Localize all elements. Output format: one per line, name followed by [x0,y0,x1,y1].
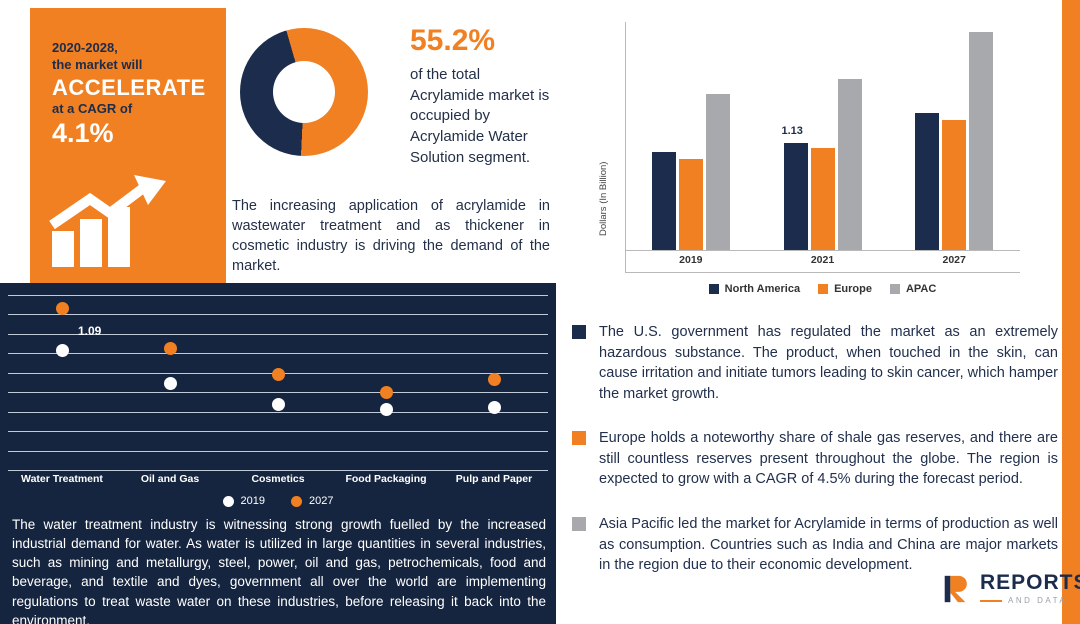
dot-plot-gridline [8,295,548,296]
dot-plot-gridline [8,470,548,471]
legend-swatch-north-america-icon [708,284,719,294]
dot-2019-cosmetics [271,397,285,411]
bullet-text-apac: Asia Pacific led the market for Acrylami… [599,516,1058,574]
bar-north-america-2021 [783,142,808,250]
growth-arrow-icon [49,175,166,267]
category-oil-and-gas: Oil and Gas [140,473,200,485]
dot-plot-gridline [8,450,548,452]
legend-label-europe: Europe [834,283,872,295]
logo-accent-line [980,599,1002,602]
category-food-packaging: Food Packaging [345,473,427,485]
water-treatment-paragraph: The water treatment industry is witnessi… [12,517,546,624]
category-cosmetics: Cosmetics [251,473,305,485]
legend-label-2019: 2019 [240,495,265,507]
bar-north-america-2027 [915,113,940,250]
dot-plot-category-labels: Water Treatment Oil and Gas Cosmetics Fo… [8,473,548,485]
segment-share-caption: of the total Acrylamide market is occupi… [410,66,550,166]
legend-swatch-europe-icon [818,284,829,294]
cagr-promo-panel: 2020-2028, the market will ACCELERATE at… [30,8,226,283]
dot-plot-gridline [8,392,548,394]
logo-brand-text: REPORTS [980,571,1080,594]
bar-chart-value-label: 1.13 [781,124,803,137]
bullet-text-north-america: The U.S. government has regulated the ma… [599,324,1058,402]
dot-plot-gridline [8,431,548,433]
bar-chart-category-labels: 2019 2021 2027 [625,254,1020,266]
donut-text-block: 55.2% of the total Acrylamide market is … [410,24,550,168]
regional-analysis-panel: Dollars (In Billion) 1.13 2019 2021 2027… [560,0,1080,624]
bar-chart-x-axis-line [625,272,1020,273]
dot-plot-gridline [8,353,548,355]
logo-sub-text: AND DATA [1008,596,1068,605]
bullet-square-gray-icon [572,517,586,532]
promo-accelerate: ACCELERATE [52,74,206,100]
bar-chart-area: 1.13 [625,22,1020,251]
dot-2019-oil-and-gas [163,377,177,391]
bar-apac-2021 [837,79,862,250]
legend-label-apac: APAC [905,283,937,295]
right-accent-bar [1062,0,1080,624]
category-water-treatment: Water Treatment [21,473,103,485]
promo-cagr-value: 4.1% [52,118,114,149]
dot-2027-oil-and-gas [163,342,177,356]
regional-insights-list: The U.S. government has regulated the ma… [572,322,1058,576]
dot-plot-legend: 2019 2027 [0,495,556,507]
dot-2027-water-treatment [55,301,69,315]
market-driver-text: The increasing application of acrylamide… [232,198,550,274]
dot-2027-pulp-and-paper [487,372,501,386]
dot-plot-value-label: 1.09 [78,323,102,338]
logo-text-block: REPORTS AND DATA [980,572,1080,605]
bar-chart-y-axis-line [625,22,626,272]
segment-share-value: 55.2% [410,24,496,57]
bar-europe-2021 [810,148,835,250]
bar-apac-2019 [705,94,730,250]
legend-label-2027: 2027 [309,495,334,507]
legend-item-apac: APAC [889,283,937,295]
dot-plot-gridline [8,314,548,316]
dot-plot-area: 1.09 [8,295,548,471]
legend-label-north-america: North America [724,283,801,295]
dot-2019-food-packaging [379,403,393,417]
legend-dot-2019-icon [222,495,234,507]
dot-plot-gridline [8,333,548,335]
legend-dot-2027-icon [291,495,302,507]
dot-plot-gridline [8,411,548,413]
legend-swatch-apac-icon [889,284,900,294]
bullet-square-navy-icon [572,325,586,339]
bar-europe-2019 [678,158,703,250]
bar-category-2027: 2027 [942,254,966,266]
reports-and-data-logo-icon [944,575,967,602]
application-dot-plot-panel: 1.09 Water Treatment Oil and Gas Cosmeti… [0,283,556,624]
bar-chart-y-axis-label: Dollars (In Billion) [598,161,609,236]
bullet-text-europe: Europe holds a noteworthy share of shale… [599,430,1058,488]
promo-period: 2020-2028, [52,40,118,55]
bar-category-2021: 2021 [810,254,835,266]
dot-2019-pulp-and-paper [487,401,501,415]
dot-2027-food-packaging [379,385,393,399]
bullet-item-europe: Europe holds a noteworthy share of shale… [572,428,1058,490]
promo-cagr-lead: at a CAGR of [52,101,133,117]
reports-and-data-logo: REPORTS AND DATA [940,572,1080,605]
category-pulp-and-paper: Pulp and Paper [455,473,533,485]
dot-2027-cosmetics [271,368,285,382]
legend-item-2019: 2019 [222,495,265,507]
bar-apac-2027 [969,32,994,250]
legend-item-north-america: North America [708,283,801,295]
legend-item-2027: 2027 [291,495,333,507]
bar-chart-legend: North America Europe APAC [625,283,1020,295]
bullet-item-north-america: The U.S. government has regulated the ma… [572,322,1058,404]
segment-share-block: 55.2% of the total Acrylamide market is … [232,14,554,186]
bar-europe-2027 [942,119,967,250]
donut-chart [240,28,368,156]
bullet-square-orange-icon [572,431,586,446]
promo-lead: the market will [52,56,143,72]
legend-item-europe: Europe [818,283,872,295]
bar-category-2019: 2019 [679,254,703,266]
bullet-item-apac: Asia Pacific led the market for Acrylami… [572,514,1058,576]
logo-sub-block: AND DATA [980,596,1080,605]
dot-2019-water-treatment [55,344,69,358]
bar-north-america-2019 [651,152,676,250]
